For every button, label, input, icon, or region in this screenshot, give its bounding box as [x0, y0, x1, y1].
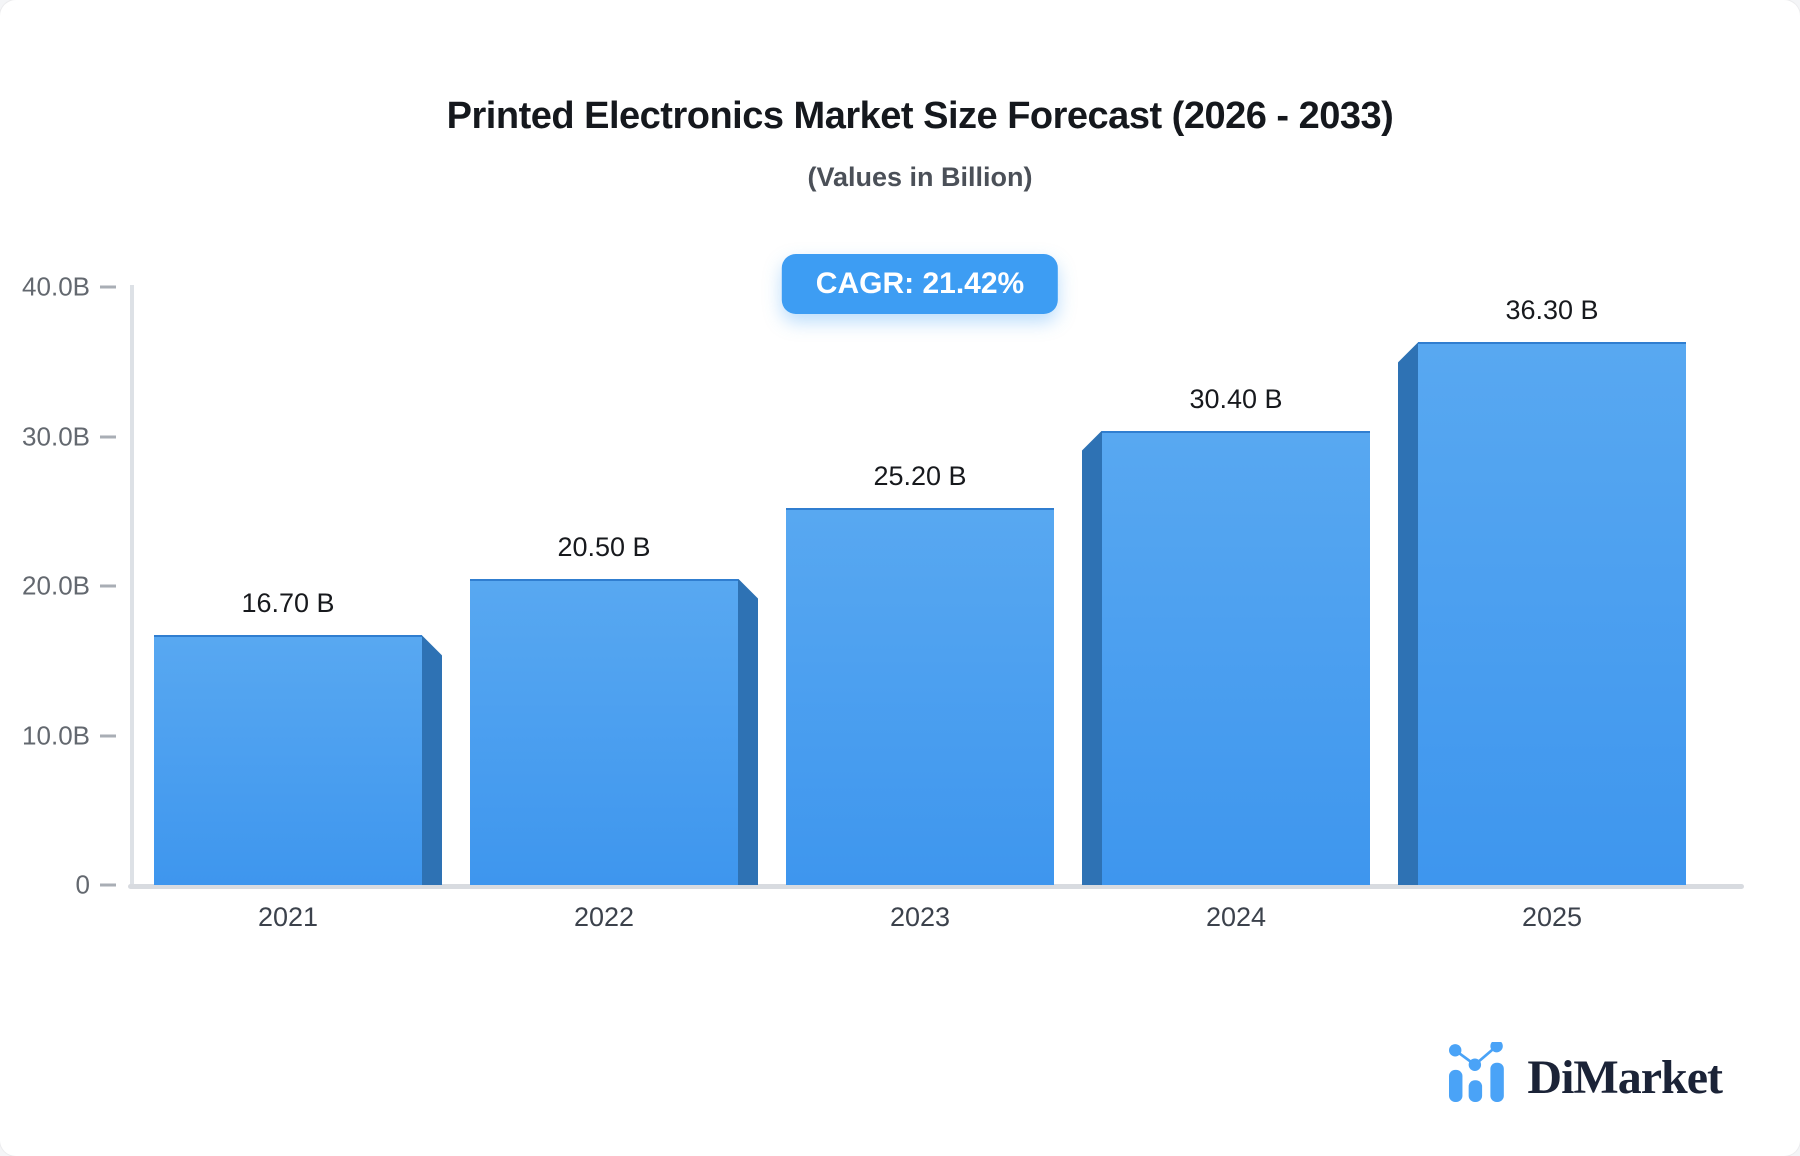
x-tick-label-2024: 2024: [1205, 902, 1267, 932]
x-tick-label-2025: 2025: [1521, 902, 1583, 932]
x-tick-label-2021: 2021: [257, 902, 319, 932]
y-tick-label-20.0B: 20.0B: [22, 570, 90, 601]
y-tick-mark: [100, 734, 116, 737]
bar-value-label-2021: 16.70 B: [241, 588, 335, 619]
bar-value-label-2025: 36.30 B: [1505, 295, 1599, 326]
y-tick-label-30.0B: 30.0B: [22, 421, 90, 451]
dimarket-logo: DiMarket: [1443, 1042, 1723, 1104]
y-tick-label-40.0B: 40.0B: [22, 271, 90, 302]
chart-subtitle: (Values in Billion): [807, 162, 1033, 192]
bar-3d-side-left-2024: [1082, 430, 1102, 885]
bar-3d-side-right-2021: [422, 635, 442, 885]
y-tick-mark: [100, 435, 116, 438]
bar-3d-side-right-2022: [738, 578, 758, 885]
bar-3d-side-left-2025: [1398, 342, 1418, 885]
y-tick-mark: [100, 285, 116, 289]
y-tick-label-10.0B: 10.0B: [22, 720, 90, 750]
x-axis-baseline: [128, 884, 1744, 889]
bar-2022[interactable]: [470, 578, 738, 885]
chart-title: Printed Electronics Market Size Forecast…: [446, 95, 1394, 137]
bar-2025[interactable]: [1418, 342, 1686, 885]
x-tick-label-2023: 2023: [889, 902, 951, 932]
y-tick-mark: [100, 883, 116, 887]
y-axis-line: [130, 285, 134, 887]
y-tick-label-0: 0: [75, 869, 90, 900]
bar-2024[interactable]: [1102, 430, 1370, 885]
logo-wordmark: DiMarket: [1527, 1051, 1723, 1104]
bar-value-label-2024: 30.40 B: [1189, 383, 1283, 414]
cagr-badge: CAGR: 21.42%: [781, 254, 1059, 314]
bar-value-label-2023: 25.20 B: [873, 461, 967, 492]
x-tick-label-2022: 2022: [573, 902, 635, 932]
mini-bar-chart-icon: [1449, 1042, 1505, 1102]
bar-2021[interactable]: [154, 635, 422, 885]
bar-2023[interactable]: [786, 508, 1054, 885]
bar-value-label-2022: 20.50 B: [557, 531, 651, 562]
y-tick-mark: [100, 584, 116, 588]
